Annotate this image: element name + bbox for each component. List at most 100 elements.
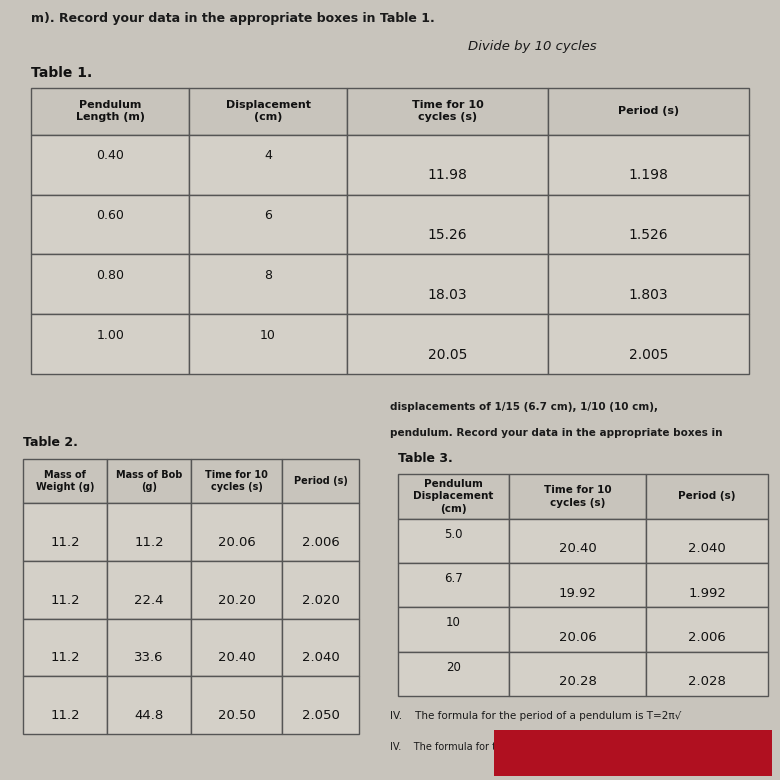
Bar xyxy=(646,608,768,651)
Text: 20.05: 20.05 xyxy=(427,348,467,362)
Bar xyxy=(646,651,768,696)
Text: 20: 20 xyxy=(446,661,461,674)
Bar xyxy=(646,474,768,519)
Bar xyxy=(282,676,360,734)
Text: 11.2: 11.2 xyxy=(50,594,80,607)
Bar xyxy=(23,561,107,619)
Text: IV.    The formula for the period of a pendulum is T=2π√: IV. The formula for the period of a pend… xyxy=(390,742,663,752)
Text: 2.040: 2.040 xyxy=(688,542,726,555)
Text: Time for 10
cycles (s): Time for 10 cycles (s) xyxy=(544,485,612,508)
Bar xyxy=(509,519,646,563)
Text: 20.40: 20.40 xyxy=(218,651,255,665)
Bar xyxy=(347,87,548,135)
Bar xyxy=(107,561,191,619)
Text: 1.00: 1.00 xyxy=(96,328,124,342)
Text: 5.0: 5.0 xyxy=(445,527,463,541)
Bar xyxy=(646,563,768,608)
Text: Table 3.: Table 3. xyxy=(398,452,453,465)
Text: Divide by 10 cycles: Divide by 10 cycles xyxy=(468,40,597,53)
Text: Mass of
Weight (g): Mass of Weight (g) xyxy=(36,470,94,492)
Text: 11.2: 11.2 xyxy=(50,536,80,549)
Text: 10: 10 xyxy=(446,616,461,629)
Text: 20.20: 20.20 xyxy=(218,594,255,607)
Bar xyxy=(31,194,189,254)
Bar xyxy=(509,608,646,651)
Bar xyxy=(31,254,189,314)
Bar xyxy=(189,254,347,314)
Text: Table 1.: Table 1. xyxy=(31,66,93,80)
Text: 20.06: 20.06 xyxy=(218,536,255,549)
Bar xyxy=(191,619,282,676)
Bar xyxy=(107,503,191,561)
Bar xyxy=(23,459,107,503)
Text: m). Record your data in the appropriate boxes in Table 1.: m). Record your data in the appropriate … xyxy=(31,12,435,25)
Bar xyxy=(398,608,509,651)
Bar xyxy=(347,194,548,254)
Bar xyxy=(189,194,347,254)
Bar xyxy=(548,87,749,135)
Text: 20.40: 20.40 xyxy=(558,542,597,555)
Text: PIC: PIC xyxy=(585,746,613,760)
Text: Displacement
(cm): Displacement (cm) xyxy=(225,100,310,122)
Bar xyxy=(107,459,191,503)
Bar xyxy=(191,561,282,619)
Bar xyxy=(107,619,191,676)
Bar xyxy=(509,563,646,608)
Text: •: • xyxy=(623,744,634,763)
Text: 2.006: 2.006 xyxy=(302,536,339,549)
Text: Pendulum
Displacement
(cm): Pendulum Displacement (cm) xyxy=(413,479,494,514)
Text: 19.92: 19.92 xyxy=(558,587,597,600)
Text: 18.03: 18.03 xyxy=(427,288,467,302)
Text: 0.40: 0.40 xyxy=(96,149,124,162)
Text: 11.2: 11.2 xyxy=(134,536,164,549)
Bar xyxy=(646,519,768,563)
Bar xyxy=(494,730,772,776)
Text: 20.06: 20.06 xyxy=(558,631,597,644)
Text: 1.198: 1.198 xyxy=(629,168,668,183)
Bar xyxy=(509,651,646,696)
Text: 1.992: 1.992 xyxy=(688,587,726,600)
Bar xyxy=(189,135,347,194)
Text: 11.2: 11.2 xyxy=(50,651,80,665)
Text: 8: 8 xyxy=(264,269,272,282)
Bar xyxy=(548,314,749,374)
Bar xyxy=(282,503,360,561)
Bar xyxy=(191,676,282,734)
Text: 22.4: 22.4 xyxy=(134,594,164,607)
Text: 1.803: 1.803 xyxy=(629,288,668,302)
Text: displacements of 1/15 (6.7 cm), 1/10 (10 cm),: displacements of 1/15 (6.7 cm), 1/10 (10… xyxy=(390,402,658,412)
Bar xyxy=(398,651,509,696)
Bar xyxy=(398,519,509,563)
Bar xyxy=(23,619,107,676)
Text: 6: 6 xyxy=(264,209,272,222)
Bar xyxy=(191,459,282,503)
Text: 4: 4 xyxy=(264,149,272,162)
Bar xyxy=(107,676,191,734)
Text: Time for 10
cycles (s): Time for 10 cycles (s) xyxy=(205,470,268,492)
Text: 11.2: 11.2 xyxy=(50,709,80,722)
Text: 15.26: 15.26 xyxy=(427,229,467,243)
Text: 2.006: 2.006 xyxy=(688,631,726,644)
Bar xyxy=(398,474,509,519)
Text: IV.    The formula for the period of a pendulum is T=2π√: IV. The formula for the period of a pend… xyxy=(390,711,682,722)
Text: 0.80: 0.80 xyxy=(96,269,124,282)
Bar xyxy=(398,563,509,608)
Text: COLLAGE: COLLAGE xyxy=(633,746,711,760)
Text: 1.526: 1.526 xyxy=(629,229,668,243)
Text: 2.028: 2.028 xyxy=(688,675,726,688)
Text: 6.7: 6.7 xyxy=(445,572,463,585)
Text: Table 2.: Table 2. xyxy=(23,436,78,449)
Bar xyxy=(31,314,189,374)
Text: Period (s): Period (s) xyxy=(679,491,736,502)
Bar xyxy=(23,503,107,561)
Bar xyxy=(509,474,646,519)
Bar xyxy=(189,87,347,135)
Text: 2.040: 2.040 xyxy=(302,651,339,665)
Bar xyxy=(189,314,347,374)
Text: Time for 10
cycles (s): Time for 10 cycles (s) xyxy=(412,100,484,122)
Text: Period (s): Period (s) xyxy=(293,476,348,486)
Bar xyxy=(31,135,189,194)
Text: 20.50: 20.50 xyxy=(218,709,255,722)
Bar xyxy=(548,254,749,314)
Text: 33.6: 33.6 xyxy=(134,651,164,665)
